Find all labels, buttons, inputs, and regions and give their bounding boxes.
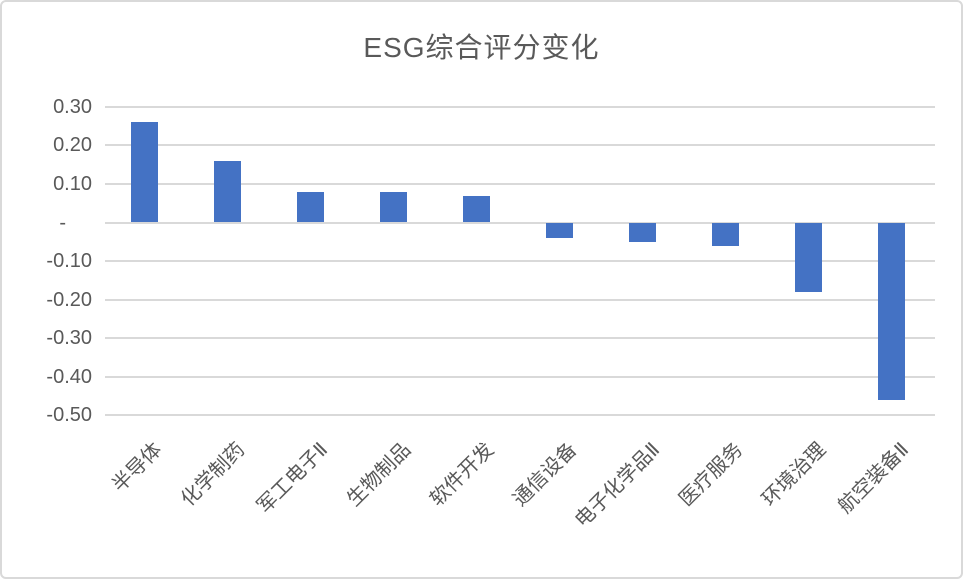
x-axis-label: 生物制品 bbox=[343, 438, 416, 511]
bar bbox=[462, 195, 490, 223]
gridline bbox=[105, 105, 935, 108]
bar bbox=[296, 191, 324, 223]
gridline bbox=[105, 182, 935, 185]
bar bbox=[545, 222, 573, 238]
bar bbox=[628, 222, 656, 242]
gridline bbox=[105, 298, 935, 301]
y-tick-label: - bbox=[59, 211, 66, 234]
x-axis-label: 半导体 bbox=[108, 438, 167, 497]
bar bbox=[711, 222, 739, 246]
x-axis-label: 通信设备 bbox=[509, 438, 582, 511]
gridline bbox=[105, 260, 935, 263]
gridline bbox=[105, 221, 935, 224]
x-axis-label: 电子化学品Ⅱ bbox=[571, 438, 665, 532]
y-tick-label: 0.10 bbox=[53, 172, 92, 195]
gridline bbox=[105, 144, 935, 147]
y-tick-label: 0.20 bbox=[53, 134, 92, 157]
bar bbox=[794, 222, 822, 292]
x-axis-label: 航空装备Ⅱ bbox=[834, 438, 914, 518]
y-tick-label: 0.30 bbox=[53, 95, 92, 118]
bar bbox=[213, 160, 241, 223]
x-axis-label: 医疗服务 bbox=[675, 438, 748, 511]
y-tick-label: -0.20 bbox=[46, 288, 92, 311]
gridline bbox=[105, 375, 935, 378]
x-axis-label: 环境治理 bbox=[758, 438, 831, 511]
gridline bbox=[105, 337, 935, 340]
y-tick-label: -0.50 bbox=[46, 404, 92, 427]
y-tick-label: -0.10 bbox=[46, 250, 92, 273]
bar bbox=[877, 222, 905, 400]
x-axis-label: 化学制药 bbox=[177, 438, 250, 511]
x-axis-label: 软件开发 bbox=[426, 438, 499, 511]
bar bbox=[379, 191, 407, 223]
bar bbox=[130, 122, 158, 223]
gridline bbox=[105, 414, 935, 417]
x-axis-label: 军工电子Ⅱ bbox=[253, 438, 333, 518]
y-tick-label: -0.30 bbox=[46, 327, 92, 350]
chart-title: ESG综合评分变化 bbox=[363, 32, 600, 63]
y-tick-label: -0.40 bbox=[46, 365, 92, 388]
